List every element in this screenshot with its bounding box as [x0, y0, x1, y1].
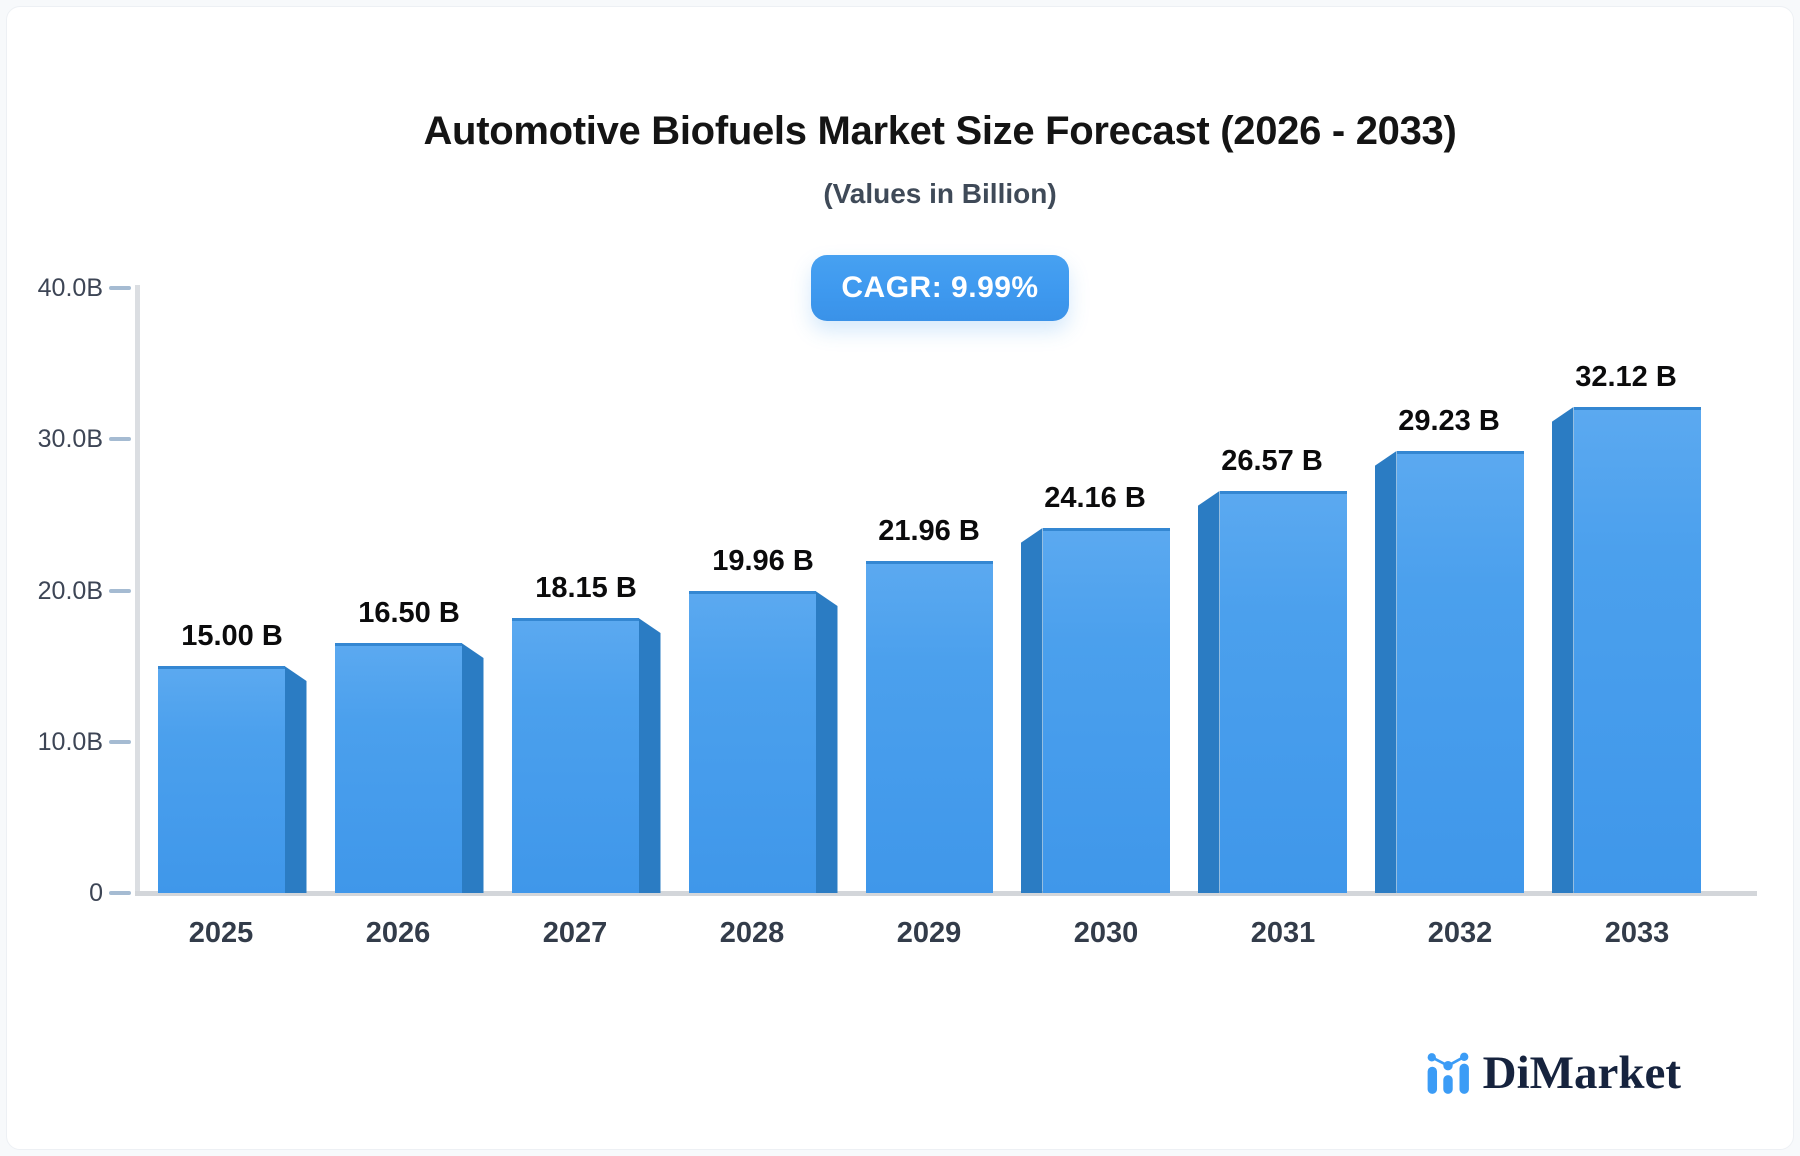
- x-tick-label: 2032: [1427, 917, 1493, 949]
- bar-face: [1396, 451, 1524, 893]
- bar-face: [1042, 528, 1170, 893]
- y-tick-dash: [109, 589, 131, 593]
- y-tick-dash: [109, 286, 131, 290]
- bar-side-face: [638, 618, 661, 893]
- bar-value-label: 19.96 B: [712, 545, 814, 577]
- bar-face: [1219, 491, 1347, 893]
- bar-2030: [1020, 528, 1170, 893]
- bar-2032: [1374, 451, 1524, 893]
- bar-value-label: 18.15 B: [535, 572, 637, 604]
- y-tick-dash: [109, 891, 131, 895]
- chart-title: Automotive Biofuels Market Size Forecast…: [423, 109, 1457, 153]
- bar-value-label: 15.00 B: [181, 620, 283, 652]
- bar-face: [157, 666, 285, 893]
- y-tick-dash: [109, 740, 131, 744]
- x-tick-label: 2025: [188, 917, 254, 949]
- brand-name: DiMarket: [1482, 1047, 1681, 1099]
- x-tick-label: 2030: [1073, 917, 1139, 949]
- bar-face: [688, 591, 816, 893]
- bar-value-label: 32.12 B: [1575, 361, 1677, 393]
- bar-chart: 0 10.0B 20.0B 30.0B 40.0B 15.00 B 2025 16.50 B 2…: [7, 7, 1793, 1149]
- y-tick-label: 40.0B: [37, 274, 103, 302]
- logo-chart-icon: [1427, 1052, 1469, 1094]
- bar-face: [334, 643, 462, 893]
- bar-side-face: [815, 591, 838, 893]
- bar-2031: [1197, 491, 1347, 893]
- bar-2025: [157, 666, 307, 893]
- bar-2026: [334, 643, 484, 893]
- bar-2033: [1551, 407, 1701, 893]
- bar-value-label: 16.50 B: [358, 597, 460, 629]
- x-tick-label: 2027: [542, 917, 608, 949]
- bar-side-face: [1374, 451, 1397, 893]
- x-tick-label: 2029: [896, 917, 962, 949]
- chart-header: Automotive Biofuels Market Size Forecast…: [87, 7, 1793, 321]
- chart-subtitle: (Values in Billion): [823, 178, 1057, 209]
- bar-value-label: 21.96 B: [878, 515, 980, 547]
- bar-value-label: 24.16 B: [1044, 482, 1146, 514]
- bar-2027: [511, 618, 661, 893]
- bar-2029: [865, 561, 993, 893]
- bar-face: [511, 618, 639, 893]
- y-tick-dash: [109, 437, 131, 441]
- x-tick-label: 2033: [1604, 917, 1670, 949]
- bar-side-face: [1020, 528, 1043, 893]
- cagr-badge: CAGR: 9.99%: [811, 255, 1069, 321]
- brand-logo: DiMarket: [1425, 1045, 1681, 1101]
- bar-value-label: 29.23 B: [1398, 405, 1500, 437]
- y-tick-label: 0: [89, 879, 103, 907]
- bar-side-face: [284, 666, 307, 893]
- y-tick-label: 30.0B: [37, 425, 103, 453]
- x-axis-line: [135, 891, 1757, 896]
- x-tick-label: 2028: [719, 917, 785, 949]
- x-tick-label: 2026: [365, 917, 431, 949]
- bar-face: [1573, 407, 1701, 893]
- bar-side-face: [461, 643, 484, 893]
- bar-value-label: 26.57 B: [1221, 445, 1323, 477]
- bar-side-face: [1197, 491, 1220, 893]
- bar-2028: [688, 591, 838, 893]
- x-tick-label: 2031: [1250, 917, 1316, 949]
- chart-card: Automotive Biofuels Market Size Forecast…: [6, 6, 1794, 1150]
- bar-side-face: [1551, 407, 1574, 893]
- y-tick-label: 10.0B: [37, 728, 103, 756]
- y-axis-line: [135, 285, 140, 896]
- bar-face: [865, 561, 993, 893]
- y-tick-label: 20.0B: [37, 577, 103, 605]
